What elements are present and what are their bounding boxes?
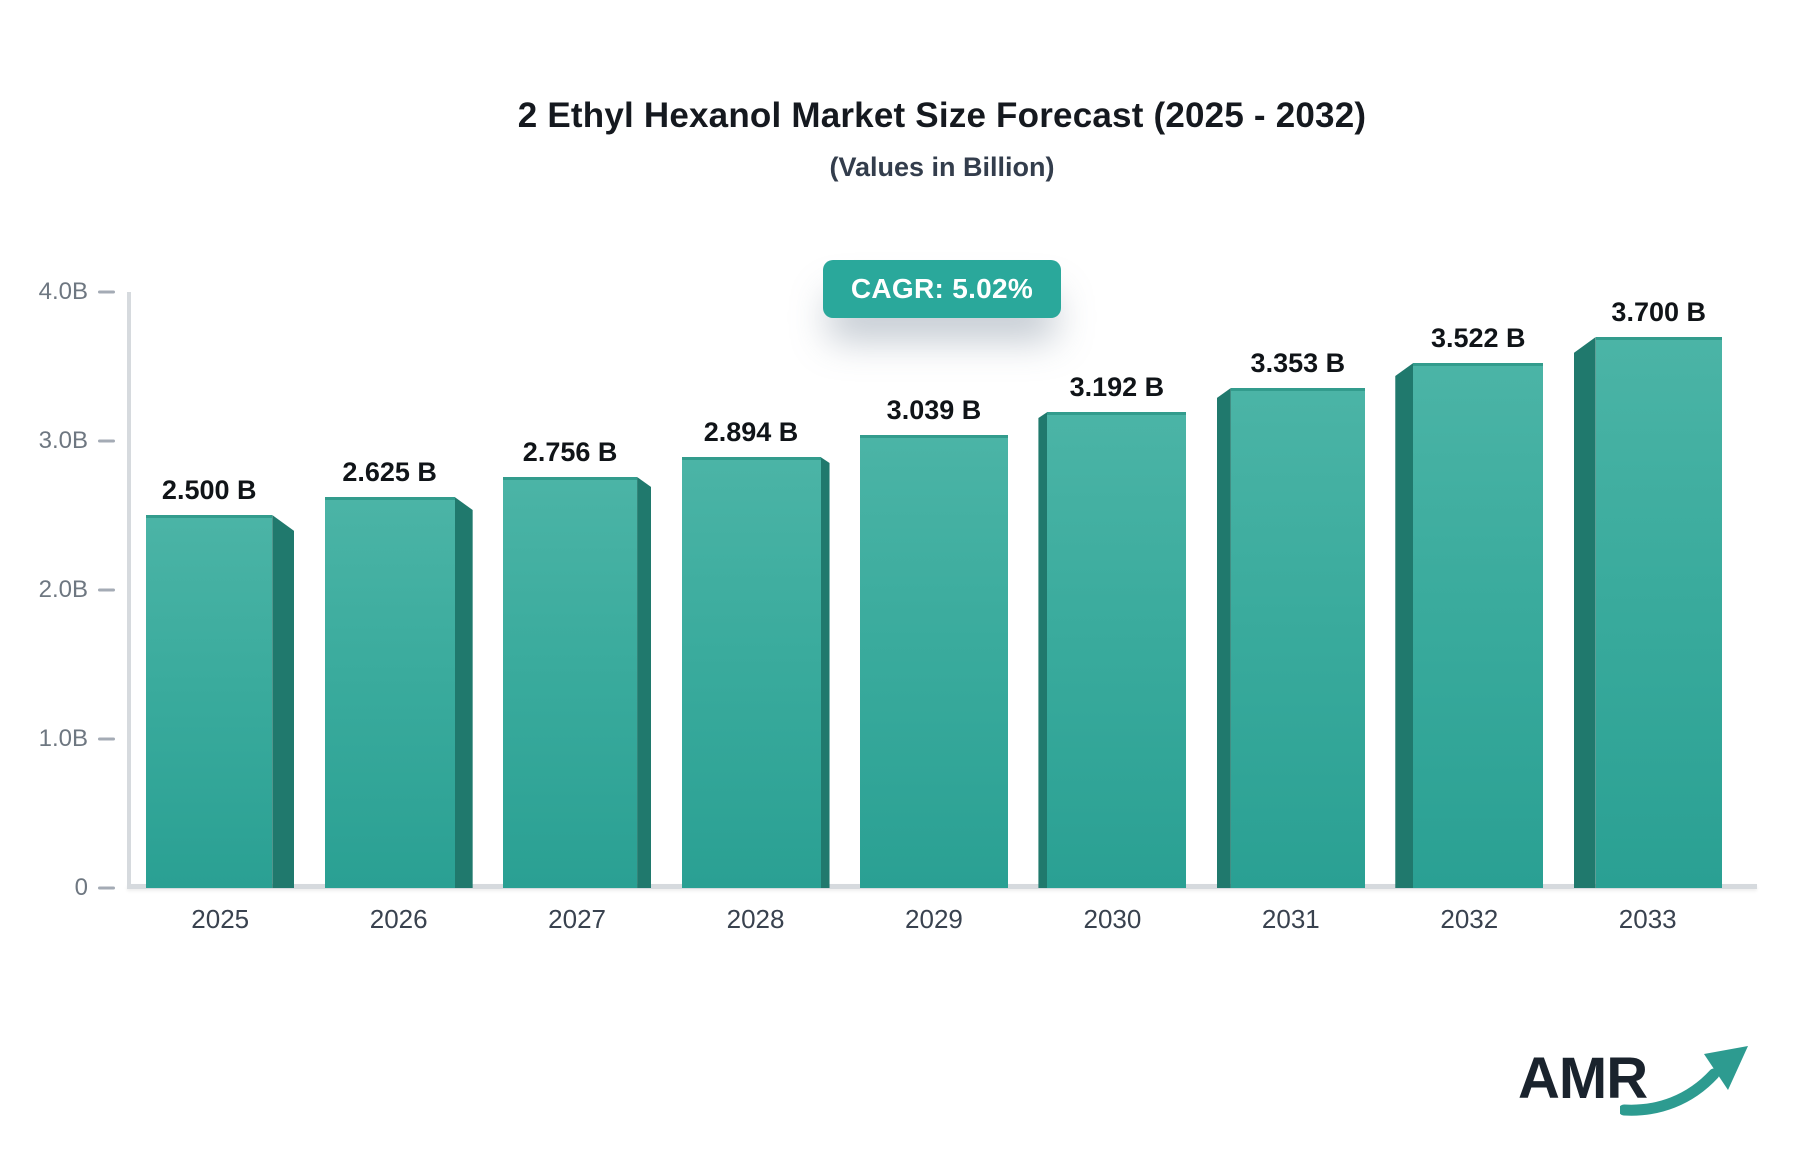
bar-side-3d <box>1038 412 1048 888</box>
bar-face <box>1595 337 1722 888</box>
chart-header: 2 Ethyl Hexanol Market Size Forecast (20… <box>127 96 1757 183</box>
cagr-badge-row: CAGR: 5.02% <box>127 260 1757 318</box>
amr-logo-text: AMR <box>1518 1046 1648 1111</box>
y-tick-mark <box>98 886 115 890</box>
x-tick-label: 2032 <box>1440 904 1499 934</box>
y-tick-label: 2.0B <box>38 576 88 603</box>
x-tick-label: 2026 <box>369 904 428 934</box>
bar-side-3d <box>637 477 652 888</box>
bar-side-3d <box>1573 337 1596 888</box>
bar-2027: 2.756 B <box>503 437 652 888</box>
bar-value-label: 3.353 B <box>1250 348 1346 378</box>
bar-side-3d <box>272 515 295 888</box>
y-axis-line <box>127 292 131 888</box>
bar-side-3d <box>820 457 830 888</box>
bar-2032: 3.522 B <box>1395 323 1544 888</box>
bar-face <box>146 515 273 888</box>
bar-side-3d <box>1216 388 1231 888</box>
bar-2028: 2.894 B <box>681 417 830 888</box>
bar-side-3d <box>1395 363 1414 888</box>
y-tick-mark <box>98 737 115 741</box>
cagr-badge: CAGR: 5.02% <box>822 260 1062 318</box>
bar-face <box>1230 388 1365 888</box>
bar-value-label: 2.500 B <box>161 475 257 505</box>
bar-face <box>503 477 638 888</box>
bar-2025: 2.500 B <box>146 475 295 888</box>
x-axis-labels: 2025 2026 2027 2028 2029 2030 2031 2032 2033 <box>131 904 1737 935</box>
bar-slot: 3.700 B <box>1559 292 1737 888</box>
plot-area: 2.500 B 2.625 B 2.756 B 2.894 B 3.039 B 3.192… <box>131 292 1737 888</box>
bar-value-label: 3.522 B <box>1430 323 1526 353</box>
bar-face <box>324 497 455 888</box>
bar-slot: 2.500 B <box>131 292 309 888</box>
y-tick-label: 4.0B <box>38 278 88 305</box>
bar-slot: 2.625 B <box>309 292 487 888</box>
bar-face <box>1047 412 1187 888</box>
x-tick-label: 2031 <box>1261 904 1320 934</box>
bar-value-label: 3.700 B <box>1611 297 1706 327</box>
bar-side-3d <box>454 497 473 888</box>
bar-value-label: 3.039 B <box>886 395 982 425</box>
bar-face <box>859 435 1008 888</box>
x-tick-label: 2030 <box>1083 904 1142 934</box>
x-tick-label: 2025 <box>191 904 250 934</box>
chart-subtitle: (Values in Billion) <box>829 152 1055 182</box>
bar-2031: 3.353 B <box>1216 348 1365 888</box>
y-tick-mark <box>98 439 115 443</box>
y-tick-label: 3.0B <box>38 427 88 454</box>
x-tick-label: 2028 <box>726 904 785 934</box>
bar-face <box>1413 363 1544 888</box>
bar-slot: 3.522 B <box>1380 292 1558 888</box>
y-tick-label: 1.0B <box>38 725 88 752</box>
bar-slot: 2.894 B <box>666 292 844 888</box>
bar-slot: 2.756 B <box>488 292 666 888</box>
bar-slot: 3.039 B <box>845 292 1023 888</box>
bar-value-label: 3.192 B <box>1069 372 1165 402</box>
bar-slot: 3.192 B <box>1023 292 1201 888</box>
y-tick-mark <box>98 588 115 592</box>
bar-value-label: 2.756 B <box>522 437 618 467</box>
growth-arrow-icon <box>1620 1046 1748 1116</box>
x-tick-label: 2033 <box>1618 904 1677 934</box>
x-tick-label: 2027 <box>548 904 607 934</box>
x-tick-label: 2029 <box>905 904 963 934</box>
bar-2029: 3.039 B <box>859 395 1008 888</box>
amr-logo: AMR <box>1518 1032 1748 1118</box>
y-tick-mark <box>98 290 115 294</box>
bar-2030: 3.192 B <box>1038 372 1187 888</box>
bar-2033: 3.700 B <box>1573 297 1722 888</box>
bar-value-label: 2.894 B <box>703 417 799 447</box>
bar-2026: 2.625 B <box>324 457 473 888</box>
bar-slot: 3.353 B <box>1202 292 1380 888</box>
chart-title: 2 Ethyl Hexanol Market Size Forecast (20… <box>517 96 1367 135</box>
bar-face <box>681 457 821 888</box>
y-tick-label: 0 <box>74 874 88 901</box>
bar-value-label: 2.625 B <box>342 457 437 487</box>
